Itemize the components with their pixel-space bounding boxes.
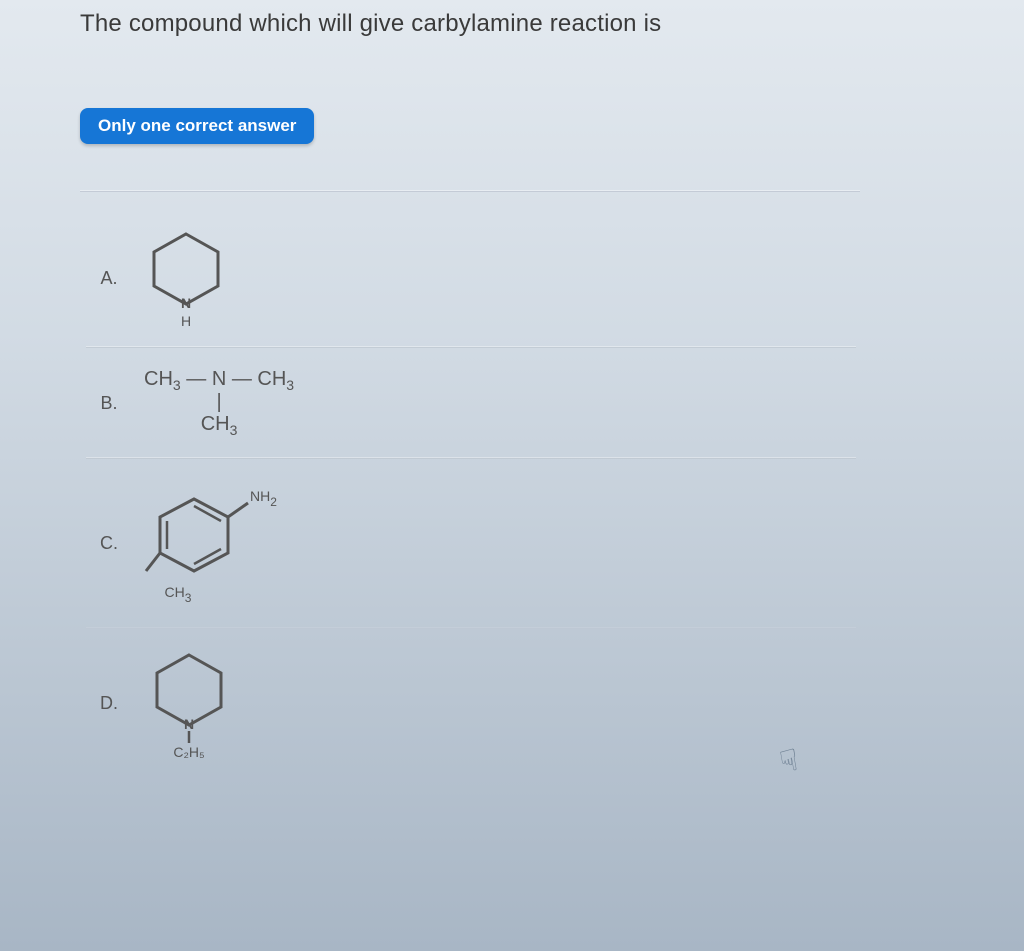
option-b-letter: B. xyxy=(96,393,122,414)
option-c-letter: C. xyxy=(96,533,122,554)
svg-text:NH2: NH2 xyxy=(250,488,277,509)
svg-text:N: N xyxy=(184,716,194,732)
option-b[interactable]: B. CH3 — N — CH3 | CH3 xyxy=(90,358,860,449)
option-a-letter: A. xyxy=(96,268,122,289)
option-d[interactable]: D. N C₂H₅ xyxy=(90,639,860,769)
option-separator xyxy=(86,457,856,459)
piperidine-ring-icon: N H xyxy=(144,228,228,328)
option-separator xyxy=(86,346,856,348)
svg-text:C₂H₅: C₂H₅ xyxy=(173,744,204,759)
option-separator xyxy=(86,627,856,629)
trimethylamine-top: CH3 — N — CH3 xyxy=(144,368,294,393)
svg-text:H: H xyxy=(181,313,191,328)
option-d-letter: D. xyxy=(96,693,122,714)
trimethylamine-bond: | xyxy=(216,391,221,413)
option-c[interactable]: C. NH2 CH3 ☟ xyxy=(90,469,860,619)
question-text: The compound which will give carbylamine… xyxy=(80,10,980,38)
option-d-structure: N C₂H₅ xyxy=(144,649,234,759)
instruction-badge: Only one correct answer xyxy=(80,108,314,144)
svg-text:CH3: CH3 xyxy=(165,584,192,605)
option-a[interactable]: A. N H xyxy=(90,218,860,338)
svg-text:N: N xyxy=(181,295,191,311)
n-ethyl-piperidine-icon: N C₂H₅ xyxy=(144,649,234,759)
option-a-structure: N H xyxy=(144,228,228,328)
option-b-structure: CH3 — N — CH3 | CH3 xyxy=(144,368,294,439)
divider xyxy=(80,190,860,192)
trimethylamine-bottom: CH3 xyxy=(201,413,238,438)
m-toluidine-icon: NH2 CH3 xyxy=(144,479,284,609)
option-c-structure: NH2 CH3 xyxy=(144,479,284,609)
